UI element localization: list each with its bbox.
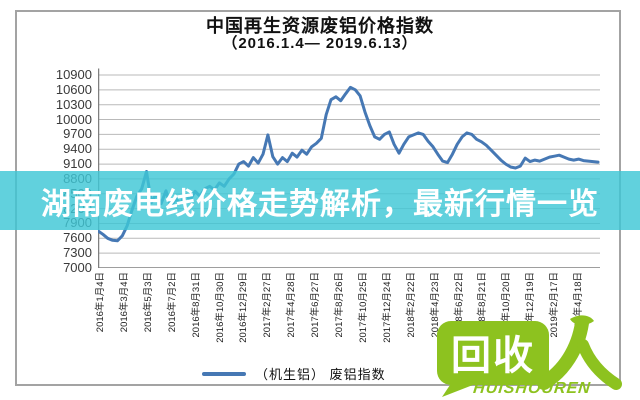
legend-label: （机生铝） 废铝指数 — [255, 367, 386, 382]
logo-bubble-tail — [442, 379, 478, 397]
y-tick-label: 10900 — [55, 67, 92, 82]
logo-brand-text: HUISHOUREN — [472, 380, 592, 397]
y-tick-label: 9100 — [63, 156, 92, 172]
legend: （机生铝） 废铝指数 — [202, 364, 386, 383]
x-tick-label: 2017年10月25日 — [357, 272, 369, 343]
plot-area — [98, 68, 600, 268]
y-tick-label: 9400 — [63, 141, 92, 157]
x-tick-label: 2017年8月26日 — [334, 272, 345, 338]
x-tick-label: 2016年10月30日 — [214, 272, 226, 343]
x-tick-label: 2017年4月28日 — [286, 272, 298, 338]
logo-recycle-text: 回收 — [451, 334, 535, 378]
logo-person-right-stroke — [577, 339, 622, 390]
x-tick-label: 2016年7月2日 — [166, 272, 178, 333]
y-tick-label: 7600 — [63, 230, 92, 246]
y-tick-label: 7300 — [63, 245, 92, 261]
logo-leaf — [570, 315, 594, 325]
x-tick-label: 2017年2月27日 — [262, 272, 274, 338]
y-tick-label: 10600 — [55, 81, 92, 97]
huishouren-logo — [437, 315, 622, 397]
y-tick-label: 10000 — [55, 111, 92, 127]
x-tick-label: 2016年12月29日 — [238, 272, 250, 343]
y-tick-label: 10300 — [55, 96, 92, 112]
x-tick-label: 2017年6月27日 — [310, 272, 322, 338]
headline-text: 湖南废电线价格走势解析，最新行情一览 — [41, 187, 599, 221]
logo-person-left-stroke — [537, 316, 589, 390]
headline-banner: 湖南废电线价格走势解析，最新行情一览 — [0, 171, 640, 230]
logo-bubble — [437, 321, 549, 385]
legend-line-swatch — [202, 371, 246, 376]
x-tick-label: 2018年2月22日 — [405, 272, 417, 338]
x-tick-label: 2016年5月3日 — [142, 272, 154, 333]
chart-subtitle: （2016.1.4— 2019.6.13） — [222, 35, 418, 52]
x-tick-label: 2016年3月4日 — [118, 272, 130, 333]
x-tick-label: 2017年12月24日 — [381, 272, 393, 343]
axes — [98, 68, 600, 268]
y-tick-label: 9700 — [63, 126, 92, 142]
x-tick-label: 2016年8月31日 — [190, 272, 202, 338]
x-tick-label: 2016年1月4日 — [95, 272, 106, 333]
y-tick-label: 7000 — [63, 260, 92, 275]
chart-title: 中国再生资源废铝价格指数 — [206, 16, 434, 36]
